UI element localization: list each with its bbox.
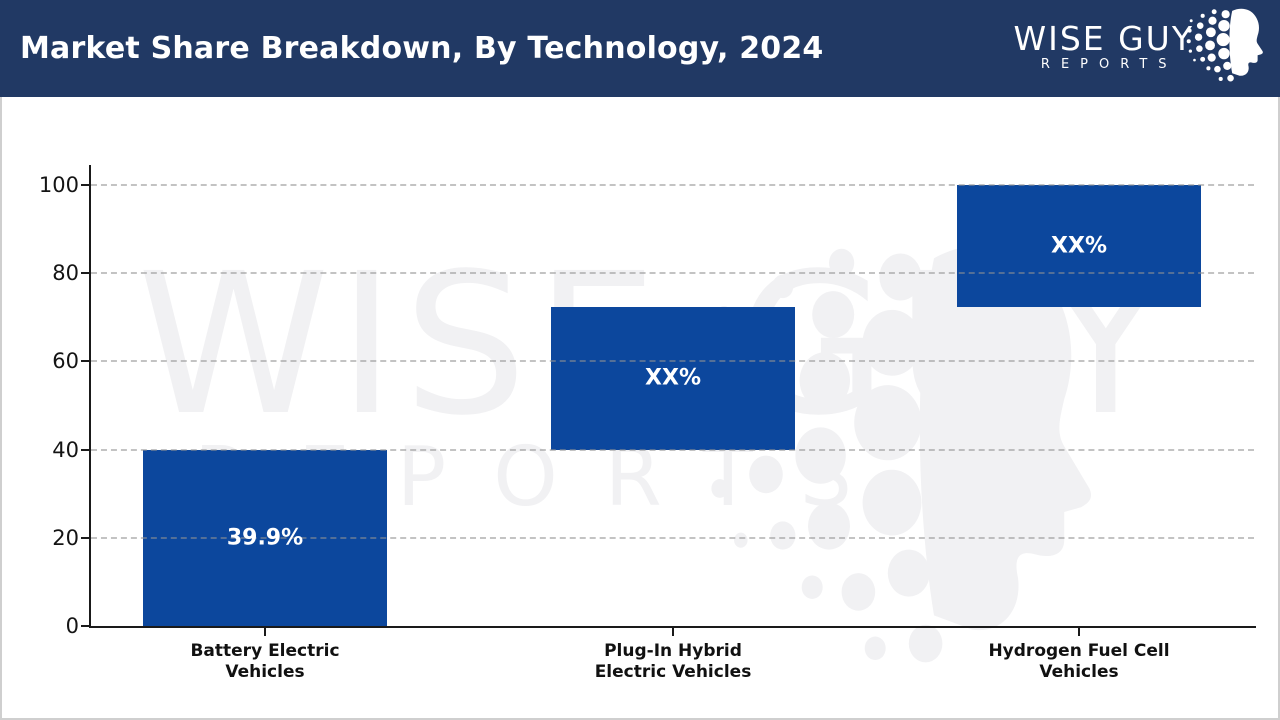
x-tick-mark xyxy=(264,628,266,636)
y-axis-line xyxy=(89,165,91,628)
gridline xyxy=(91,184,1254,186)
x-axis-category-battery-electric: Battery Electric Vehicles xyxy=(95,641,435,683)
category-line: Vehicles xyxy=(1039,662,1119,682)
y-tick-label: 60 xyxy=(52,349,79,374)
category-line: Battery Electric xyxy=(190,641,340,661)
brand-face-icon xyxy=(1186,8,1263,82)
page-title: Market Share Breakdown, By Technology, 2… xyxy=(20,31,824,66)
brand-name: WISE GUY xyxy=(1013,18,1194,58)
y-tick-mark xyxy=(81,625,90,627)
header-bar: Market Share Breakdown, By Technology, 2… xyxy=(0,0,1280,97)
x-axis-line xyxy=(89,626,1256,628)
y-tick-label: 20 xyxy=(52,525,79,550)
gridline xyxy=(91,448,1254,451)
bar-value-label: 39.9% xyxy=(226,525,304,551)
gridline xyxy=(91,536,1254,539)
y-tick-label: 0 xyxy=(65,614,79,638)
x-axis-category-hydrogen-fuel-cell: Hydrogen Fuel Cell Vehicles xyxy=(909,641,1249,683)
brand-logo: WISE GUY REPORTS xyxy=(1013,6,1270,88)
gridline xyxy=(91,360,1254,363)
y-tick-mark xyxy=(81,272,90,275)
bar-value-label: XX% xyxy=(645,365,701,391)
bar-hydrogen-fuel-cell xyxy=(957,185,1201,307)
y-tick-mark xyxy=(81,360,90,363)
category-line: Vehicles xyxy=(225,662,305,682)
y-tick-mark xyxy=(81,536,90,539)
y-tick-label: 40 xyxy=(52,437,79,462)
x-tick-mark xyxy=(672,628,674,636)
y-tick-mark xyxy=(81,184,90,186)
x-tick-mark xyxy=(1078,628,1080,636)
brand-subtitle: REPORTS xyxy=(1040,57,1178,73)
bar-plug-in-hybrid xyxy=(551,306,795,451)
gridline xyxy=(91,272,1254,275)
bar-value-label: XX% xyxy=(1051,233,1107,259)
y-tick-label: 80 xyxy=(52,261,79,286)
y-tick-mark xyxy=(81,448,90,451)
category-line: Plug-In Hybrid xyxy=(604,641,742,661)
y-tick-label: 100 xyxy=(38,173,79,197)
chart-area: WISE GUY REPORTS 39.9% XX% XX% Battery E… xyxy=(0,97,1280,720)
x-axis-category-plug-in-hybrid: Plug-In Hybrid Electric Vehicles xyxy=(503,641,843,683)
brand-logo-text: WISE GUY REPORTS xyxy=(1013,18,1194,73)
category-line: Electric Vehicles xyxy=(594,662,752,682)
category-line: Hydrogen Fuel Cell xyxy=(988,641,1170,661)
